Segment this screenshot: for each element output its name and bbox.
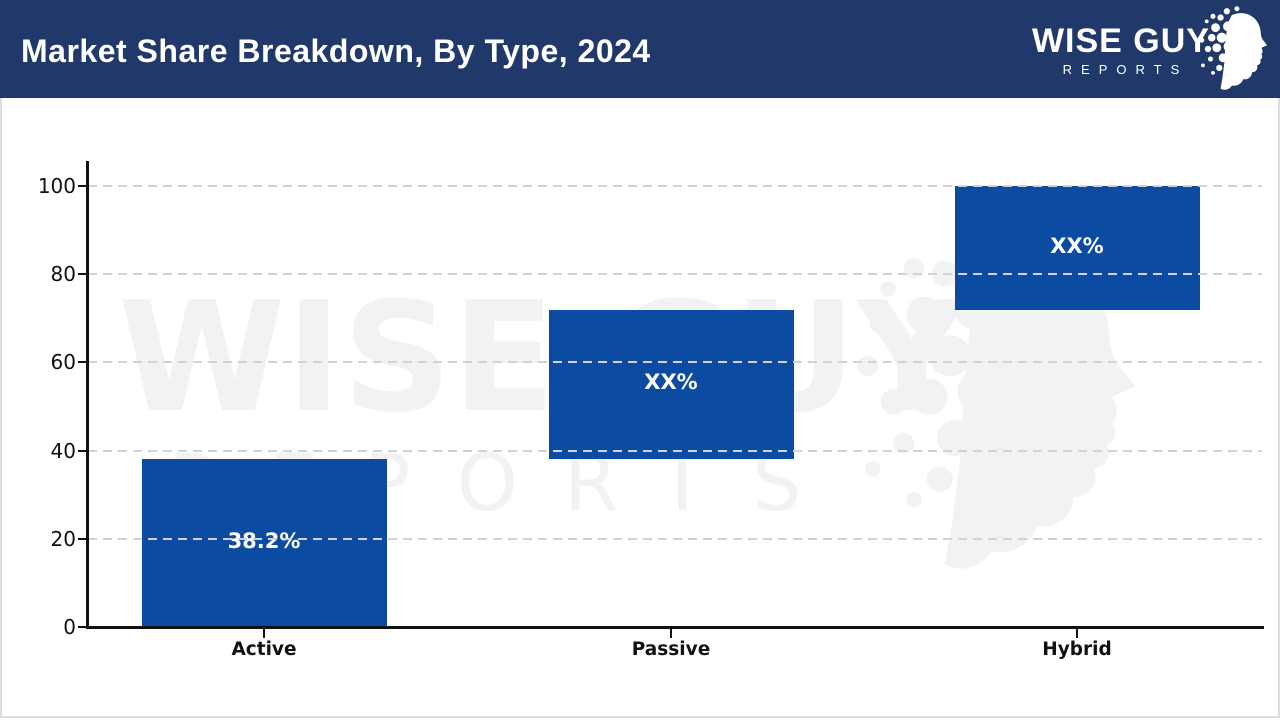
y-tick-40 (78, 449, 87, 452)
gridline-80 (88, 273, 1262, 276)
y-tick-label-80: 80 (50, 262, 76, 287)
watermark-wordmark: WISE GUY (118, 269, 967, 446)
x-axis-label-passive: Passive (631, 639, 711, 660)
y-tick-label-60: 60 (50, 350, 76, 375)
y-tick-label-100: 100 (37, 174, 76, 198)
bar-value-label-hybrid: XX% (1050, 234, 1104, 259)
x-tick-active (263, 629, 265, 638)
page-title: Market Share Breakdown, By Type, 2024 (21, 33, 651, 69)
x-axis-label-hybrid: Hybrid (1042, 639, 1112, 660)
y-tick-label-0: 0 (63, 615, 76, 639)
x-tick-passive (670, 629, 672, 638)
gridline-60 (88, 361, 1262, 364)
gridline-100 (88, 185, 1262, 187)
x-tick-hybrid (1076, 629, 1078, 638)
logo-text: WISE GUY REPORTS (1032, 22, 1210, 77)
x-axis-label-active: Active (231, 639, 297, 660)
bar-active: 38.2% (141, 458, 387, 627)
bar-passive: XX% (548, 310, 794, 459)
y-tick-label-40: 40 (50, 438, 76, 463)
wise-guy-reports-logo: WISE GUY REPORTS (1032, 0, 1276, 98)
bar-value-label-active: 38.2% (227, 528, 301, 553)
bar-hybrid: XX% (954, 186, 1200, 311)
y-tick-100 (78, 185, 87, 187)
y-tick-80 (78, 273, 87, 276)
gridline-20 (88, 537, 1262, 540)
bar-value-label-passive: XX% (644, 370, 698, 395)
logo-wordmark: WISE GUY (1031, 21, 1210, 60)
x-axis-line (86, 626, 1264, 629)
y-tick-label-20: 20 (50, 526, 76, 551)
logo-subtitle: REPORTS (1062, 61, 1189, 77)
y-tick-20 (78, 537, 87, 540)
header-bar: Market Share Breakdown, By Type, 2024 WI… (0, 0, 1280, 98)
y-tick-60 (78, 361, 87, 364)
gridline-40 (88, 449, 1262, 452)
y-tick-0 (78, 626, 87, 628)
y-axis-line (86, 161, 89, 628)
